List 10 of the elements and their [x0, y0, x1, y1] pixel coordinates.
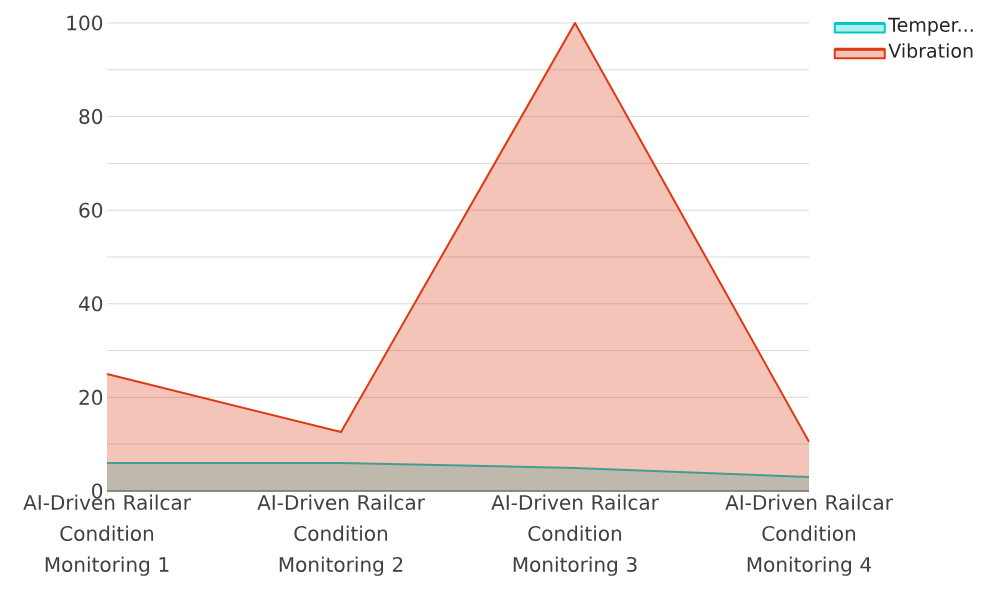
y-tick-label: 40: [79, 296, 103, 312]
x-tick-label: AI-Driven Railcar Condition Monitoring 2: [257, 494, 425, 576]
x-tick-label: AI-Driven Railcar Condition Monitoring 3: [491, 494, 659, 576]
y-tick-label: 100: [67, 15, 103, 31]
x-tick-label: AI-Driven Railcar Condition Monitoring 4: [725, 494, 893, 576]
y-tick-label: 60: [79, 202, 103, 218]
y-tick-label: 80: [79, 109, 103, 125]
legend-label: Temper...: [888, 17, 973, 36]
y-tick-label: 20: [79, 389, 103, 405]
legend-label: Vibration: [888, 43, 973, 58]
